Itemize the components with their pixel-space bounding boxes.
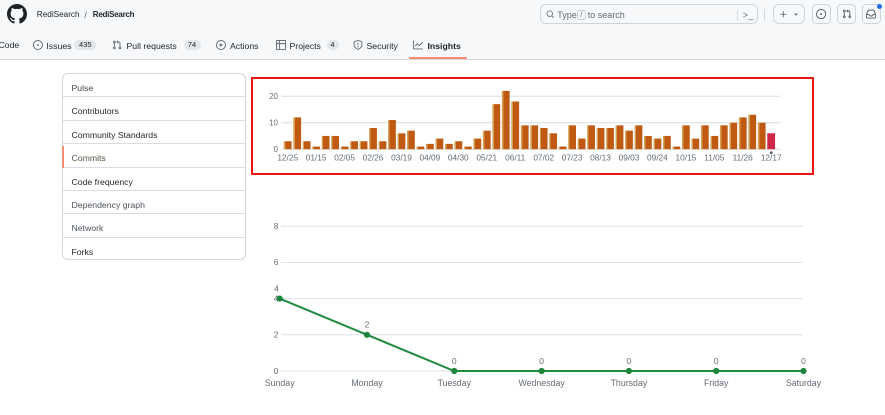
svg-text:07/02: 07/02 xyxy=(533,153,554,163)
svg-text:11/05: 11/05 xyxy=(704,153,725,163)
svg-text:20: 20 xyxy=(269,92,278,101)
svg-text:11/26: 11/26 xyxy=(733,153,754,163)
svg-text:Wednesday: Wednesday xyxy=(518,378,565,388)
svg-text:0: 0 xyxy=(627,356,632,366)
svg-text:10: 10 xyxy=(269,119,278,128)
svg-text:8: 8 xyxy=(274,221,279,231)
svg-text:04/09: 04/09 xyxy=(420,153,441,163)
svg-text:Saturday: Saturday xyxy=(786,378,822,388)
svg-text:0: 0 xyxy=(801,356,806,366)
svg-text:Monday: Monday xyxy=(351,378,383,388)
svg-text:2: 2 xyxy=(365,320,370,330)
svg-text:0: 0 xyxy=(452,356,457,366)
svg-text:0: 0 xyxy=(539,356,544,366)
svg-text:Thursday: Thursday xyxy=(611,378,648,388)
svg-text:05/21: 05/21 xyxy=(476,153,497,163)
svg-text:09/03: 09/03 xyxy=(619,153,640,163)
svg-text:12/17: 12/17 xyxy=(761,153,782,163)
svg-text:4: 4 xyxy=(274,293,279,303)
svg-text:02/26: 02/26 xyxy=(363,153,384,163)
svg-text:08/13: 08/13 xyxy=(590,153,611,163)
svg-text:07/23: 07/23 xyxy=(562,153,583,163)
svg-text:Sunday: Sunday xyxy=(265,378,295,388)
svg-text:06/11: 06/11 xyxy=(505,153,526,163)
svg-text:12/25: 12/25 xyxy=(277,153,298,163)
svg-text:6: 6 xyxy=(274,257,279,267)
svg-text:09/24: 09/24 xyxy=(647,153,668,163)
svg-text:4: 4 xyxy=(274,283,279,293)
svg-text:0: 0 xyxy=(274,366,279,376)
svg-text:0: 0 xyxy=(714,356,719,366)
svg-text:Friday: Friday xyxy=(704,378,729,388)
svg-text:03/19: 03/19 xyxy=(391,153,412,163)
svg-text:01/15: 01/15 xyxy=(306,153,327,163)
svg-text:Tuesday: Tuesday xyxy=(438,378,472,388)
svg-text:04/30: 04/30 xyxy=(448,153,469,163)
svg-text:02/05: 02/05 xyxy=(334,153,355,163)
svg-text:2: 2 xyxy=(274,330,279,340)
svg-text:10/15: 10/15 xyxy=(676,153,697,163)
svg-text:0: 0 xyxy=(274,145,279,154)
